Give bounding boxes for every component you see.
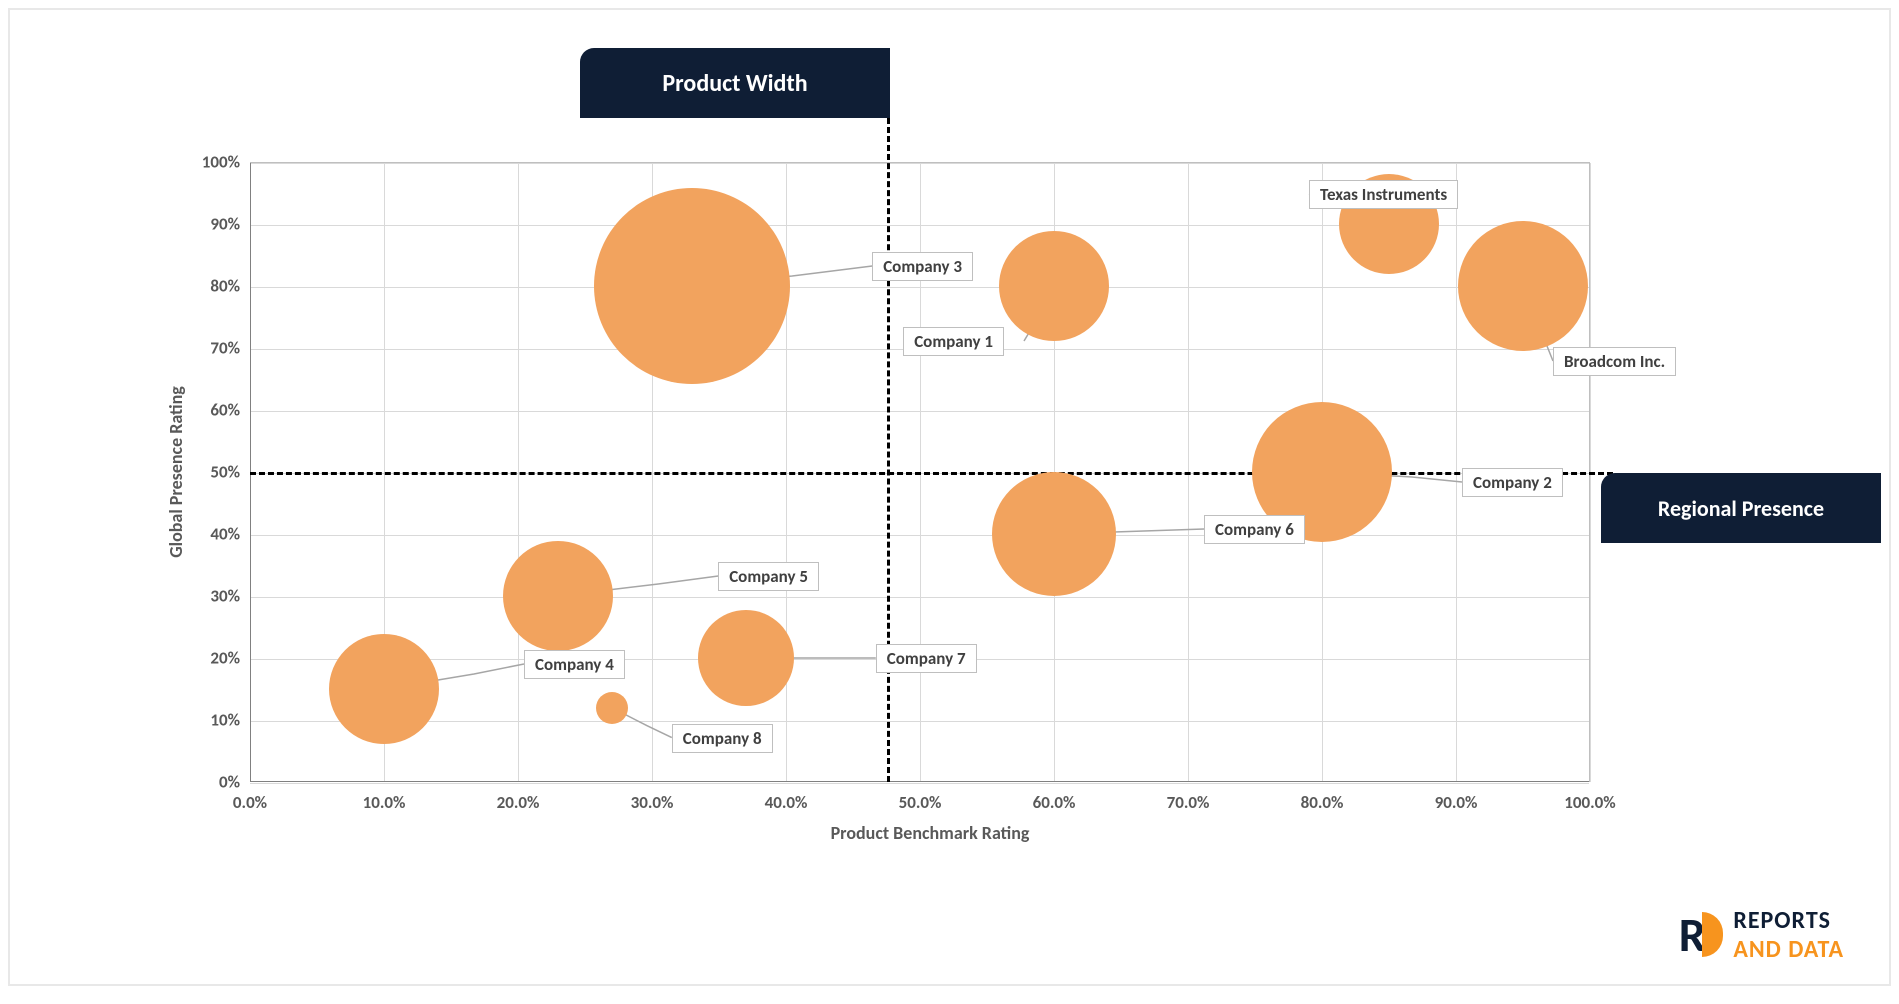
banner-product-width-text: Product Width [662, 69, 807, 98]
banner-regional-presence-text: Regional Presence [1658, 495, 1824, 522]
logo-text-line1: REPORTS [1733, 906, 1844, 935]
x-tick-label: 40.0% [765, 792, 808, 813]
y-tick-label: 70% [190, 338, 240, 359]
logo-text-line2: AND DATA [1733, 935, 1844, 964]
y-tick-label: 90% [190, 214, 240, 235]
quadrant-line-vertical [887, 118, 890, 782]
y-tick-label: 40% [190, 524, 240, 545]
y-tick-label: 30% [190, 586, 240, 607]
y-tick-label: 100% [190, 152, 240, 173]
label-company5: Company 5 [718, 562, 819, 591]
bubble-company1 [999, 231, 1109, 341]
label-company4: Company 4 [524, 650, 625, 679]
x-tick-label: 30.0% [631, 792, 674, 813]
label-company8: Company 8 [672, 724, 773, 753]
banner-product-width: Product Width [580, 48, 890, 118]
x-tick-label: 0.0% [233, 792, 267, 813]
chart-container: Global Presence Rating Product Benchmark… [8, 8, 1891, 986]
banner-regional-presence: Regional Presence [1601, 473, 1881, 543]
y-tick-label: 10% [190, 710, 240, 731]
x-tick-label: 20.0% [497, 792, 540, 813]
x-tick-label: 100.0% [1564, 792, 1615, 813]
label-company2: Company 2 [1462, 468, 1563, 497]
x-tick-label: 60.0% [1033, 792, 1076, 813]
bubble-company8 [596, 692, 628, 724]
x-tick-label: 70.0% [1167, 792, 1210, 813]
y-tick-label: 0% [190, 772, 240, 793]
quadrant-line-horizontal [250, 472, 1613, 475]
y-tick-label: 50% [190, 462, 240, 483]
x-tick-label: 90.0% [1435, 792, 1478, 813]
y-tick-label: 80% [190, 276, 240, 297]
x-tick-label: 10.0% [363, 792, 406, 813]
bubble-company7 [698, 610, 794, 706]
label-company3: Company 3 [872, 252, 973, 281]
label-company7: Company 7 [876, 644, 977, 673]
brand-logo: R REPORTS AND DATA [1679, 905, 1844, 964]
label-company1: Company 1 [903, 327, 1004, 356]
x-tick-label: 80.0% [1301, 792, 1344, 813]
y-axis-title: Global Presence Rating [165, 372, 187, 572]
label-texas: Texas Instruments [1309, 180, 1458, 209]
logo-mark-icon: R [1679, 905, 1724, 964]
x-axis-title: Product Benchmark Rating [800, 822, 1060, 844]
y-tick-label: 60% [190, 400, 240, 421]
label-company6: Company 6 [1204, 515, 1305, 544]
bubble-broadcom [1458, 221, 1588, 351]
bubble-company4 [329, 634, 439, 744]
y-tick-label: 20% [190, 648, 240, 669]
bubble-company3 [594, 188, 790, 384]
label-broadcom: Broadcom Inc. [1553, 347, 1676, 376]
bubble-company5 [503, 541, 613, 651]
bubble-company6 [992, 472, 1116, 596]
x-tick-label: 50.0% [899, 792, 942, 813]
